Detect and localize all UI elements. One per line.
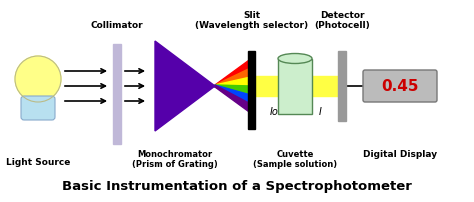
Text: Basic Instrumentation of a Spectrophotometer: Basic Instrumentation of a Spectrophotom… — [62, 179, 412, 192]
Ellipse shape — [278, 54, 312, 64]
Polygon shape — [215, 86, 252, 96]
Polygon shape — [215, 77, 252, 87]
Bar — [255, 77, 342, 97]
Text: Digital Display: Digital Display — [363, 149, 437, 158]
Bar — [278, 59, 312, 114]
Text: Detector
(Photocell): Detector (Photocell) — [314, 11, 370, 30]
Polygon shape — [215, 86, 252, 115]
Polygon shape — [155, 42, 215, 131]
Bar — [113, 45, 121, 144]
Text: Light Source: Light Source — [6, 157, 70, 166]
Polygon shape — [215, 59, 252, 87]
Text: I: I — [319, 106, 321, 116]
Bar — [338, 52, 346, 121]
Bar — [248, 52, 255, 129]
Polygon shape — [215, 68, 252, 87]
Text: Io: Io — [270, 106, 278, 116]
Ellipse shape — [15, 57, 61, 102]
Text: 0.45: 0.45 — [381, 79, 419, 94]
FancyBboxPatch shape — [363, 71, 437, 102]
Text: Slit
(Wavelength selector): Slit (Wavelength selector) — [195, 11, 309, 30]
Text: Monochromator
(Prism of Grating): Monochromator (Prism of Grating) — [132, 149, 218, 168]
FancyBboxPatch shape — [21, 97, 55, 120]
Polygon shape — [215, 86, 252, 105]
Text: Collimator: Collimator — [91, 21, 143, 30]
Text: Cuvette
(Sample solution): Cuvette (Sample solution) — [253, 149, 337, 168]
